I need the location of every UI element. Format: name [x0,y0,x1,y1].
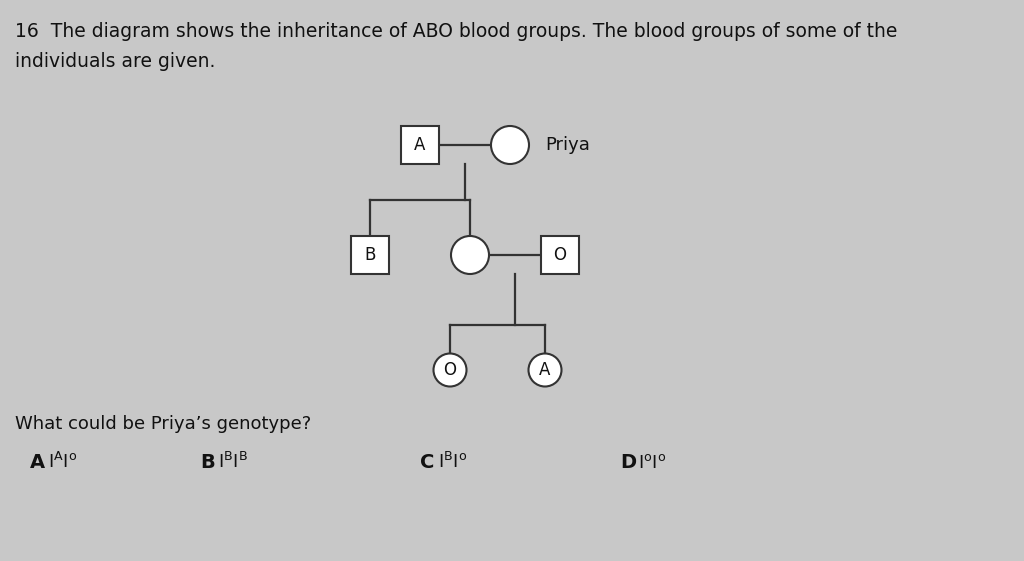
Text: individuals are given.: individuals are given. [15,52,215,71]
Text: $\mathsf{I}^{\mathsf{A}}\mathsf{I}^{\mathsf{o}}$: $\mathsf{I}^{\mathsf{A}}\mathsf{I}^{\mat… [48,452,77,472]
Text: A: A [415,136,426,154]
Text: C: C [420,453,434,472]
Bar [541,236,579,274]
Text: 16  The diagram shows the inheritance of ABO blood groups. The blood groups of s: 16 The diagram shows the inheritance of … [15,22,897,41]
Text: O: O [443,361,457,379]
Text: $\mathsf{I}^{\mathsf{B}}\mathsf{I}^{\mathsf{B}}$: $\mathsf{I}^{\mathsf{B}}\mathsf{I}^{\mat… [218,452,248,472]
Ellipse shape [433,353,467,387]
Text: $\mathsf{I}^{\mathsf{o}}\mathsf{I}^{\mathsf{o}}$: $\mathsf{I}^{\mathsf{o}}\mathsf{I}^{\mat… [638,454,667,472]
Ellipse shape [490,126,529,164]
Text: What could be Priya’s genotype?: What could be Priya’s genotype? [15,415,311,433]
Text: $\mathsf{I}^{\mathsf{B}}\mathsf{I}^{\mathsf{o}}$: $\mathsf{I}^{\mathsf{B}}\mathsf{I}^{\mat… [438,452,467,472]
Text: Priya: Priya [545,136,590,154]
Text: D: D [620,453,636,472]
Bar [351,236,389,274]
Text: A: A [540,361,551,379]
Text: B: B [365,246,376,264]
Text: O: O [554,246,566,264]
Ellipse shape [451,236,489,274]
Text: B: B [200,453,215,472]
Ellipse shape [528,353,561,387]
Text: A: A [30,453,45,472]
Bar [401,126,439,164]
